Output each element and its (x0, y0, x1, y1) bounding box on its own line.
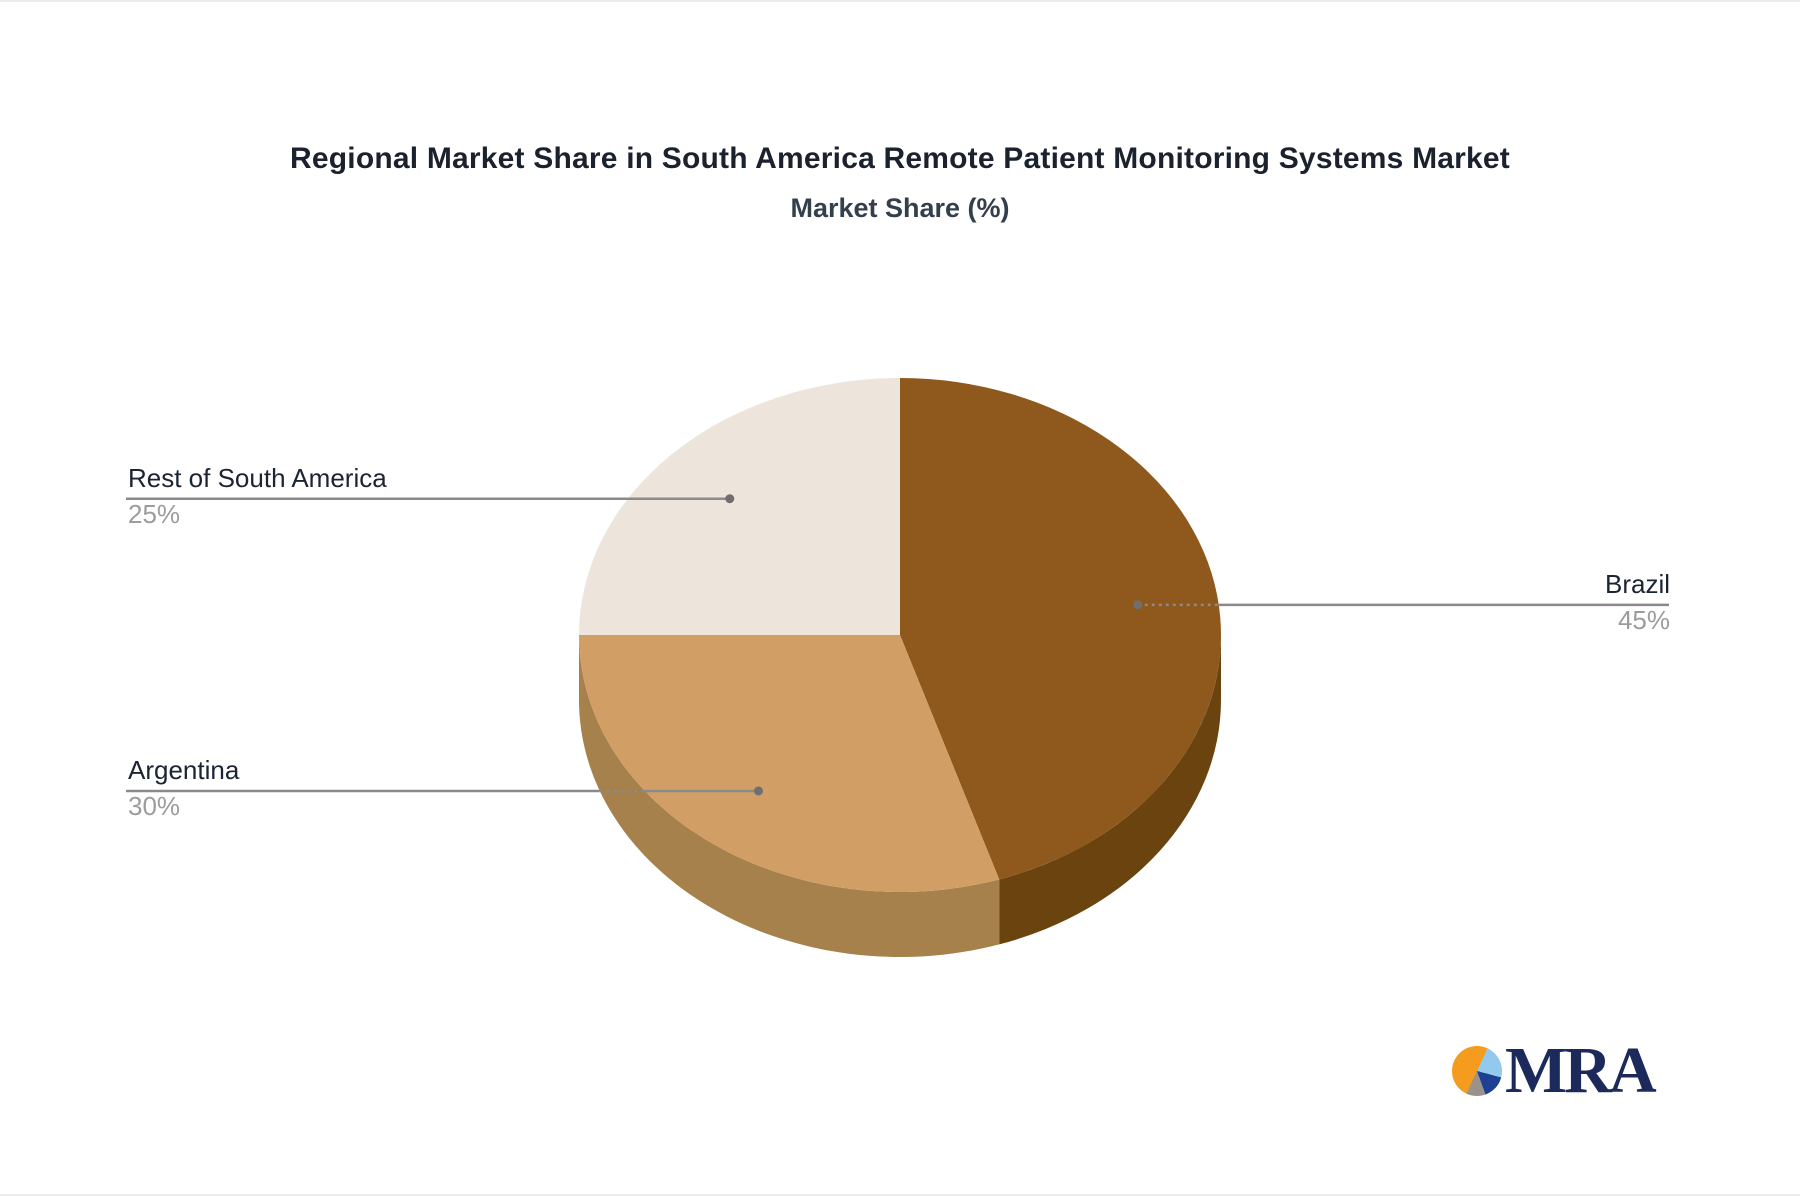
slice-label-argentina: Argentina 30% (128, 755, 239, 821)
mra-logo: MRA (1452, 1034, 1657, 1107)
slice-label-brazil: Brazil 45% (1605, 569, 1670, 635)
leader-dot-argentina (753, 786, 763, 796)
pie-slice-brazil (900, 378, 1221, 880)
pie-slice-side-argentina (579, 635, 1000, 957)
mra-logo-text: MRA (1505, 1034, 1657, 1107)
pie-slice-argentina (579, 635, 1000, 892)
chart-title: Regional Market Share in South America R… (290, 142, 1510, 175)
slice-percent: 25% (128, 499, 181, 529)
leader-dot-rest (725, 494, 735, 504)
pie-slice-rest (579, 378, 900, 635)
slice-percent: 45% (1617, 605, 1670, 635)
chart-subtitle: Market Share (%) (790, 193, 1010, 223)
leader-dot-brazil (1133, 600, 1143, 610)
pie-slice-side-brazil (999, 635, 1221, 945)
slice-percent: 30% (128, 791, 181, 821)
mra-logo-pie-icon (1452, 1046, 1502, 1096)
slice-name: Argentina (128, 755, 240, 785)
slice-label-rest-of-south-america: Rest of South America 25% (128, 463, 387, 529)
slice-name: Brazil (1604, 569, 1670, 599)
slice-name: Rest of South America (128, 463, 387, 493)
